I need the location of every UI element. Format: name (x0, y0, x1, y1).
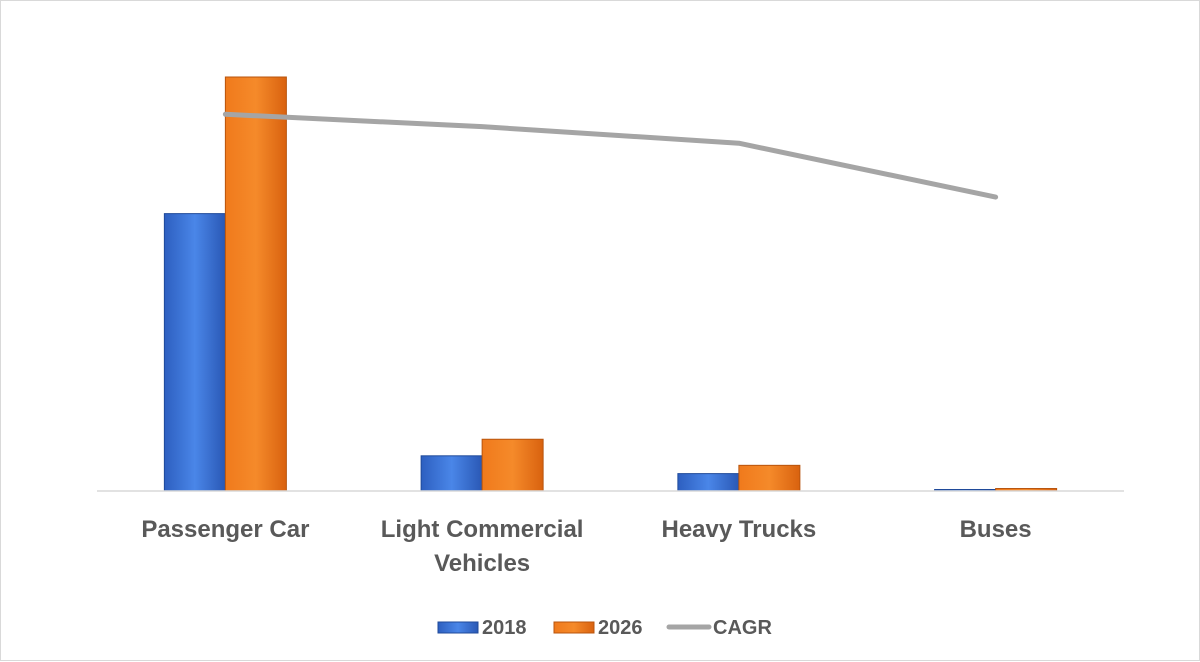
legend-label: CAGR (713, 617, 772, 639)
category-label-line: Heavy Trucks (661, 516, 816, 543)
category-labels: Passenger Car Light Commercial Vehicles Hea… (141, 516, 1031, 577)
legend-item-2026: 2026 (553, 617, 643, 639)
bar-2026-0 (224, 76, 287, 492)
category-label-3: Buses (960, 516, 1032, 543)
bar-2018-1 (420, 455, 483, 492)
bars-layer (163, 76, 1058, 492)
legend-swatch (437, 621, 479, 634)
category-label-line: Buses (960, 516, 1032, 543)
category-label-line: Vehicles (434, 550, 530, 577)
category-label-line: Passenger Car (141, 516, 309, 543)
legend-swatch (553, 621, 595, 634)
cagr-line-layer (222, 111, 999, 200)
legend-label: 2018 (482, 617, 527, 639)
legend-label: 2026 (598, 617, 643, 639)
legend-item-2018: 2018 (437, 617, 527, 639)
cagr-line (222, 111, 999, 200)
bar-2026-1 (481, 438, 544, 492)
category-label-line: Light Commercial (381, 516, 584, 543)
bar-2018-2 (677, 473, 740, 492)
legend-item-CAGR: CAGR (666, 617, 772, 639)
category-label-1: Light Commercial Vehicles (381, 516, 584, 577)
category-label-0: Passenger Car (141, 516, 309, 543)
legend: 2018 2026 CAGR (437, 617, 772, 639)
bar-2026-2 (738, 464, 801, 492)
category-label-2: Heavy Trucks (661, 516, 816, 543)
bar-2018-0 (163, 213, 226, 492)
